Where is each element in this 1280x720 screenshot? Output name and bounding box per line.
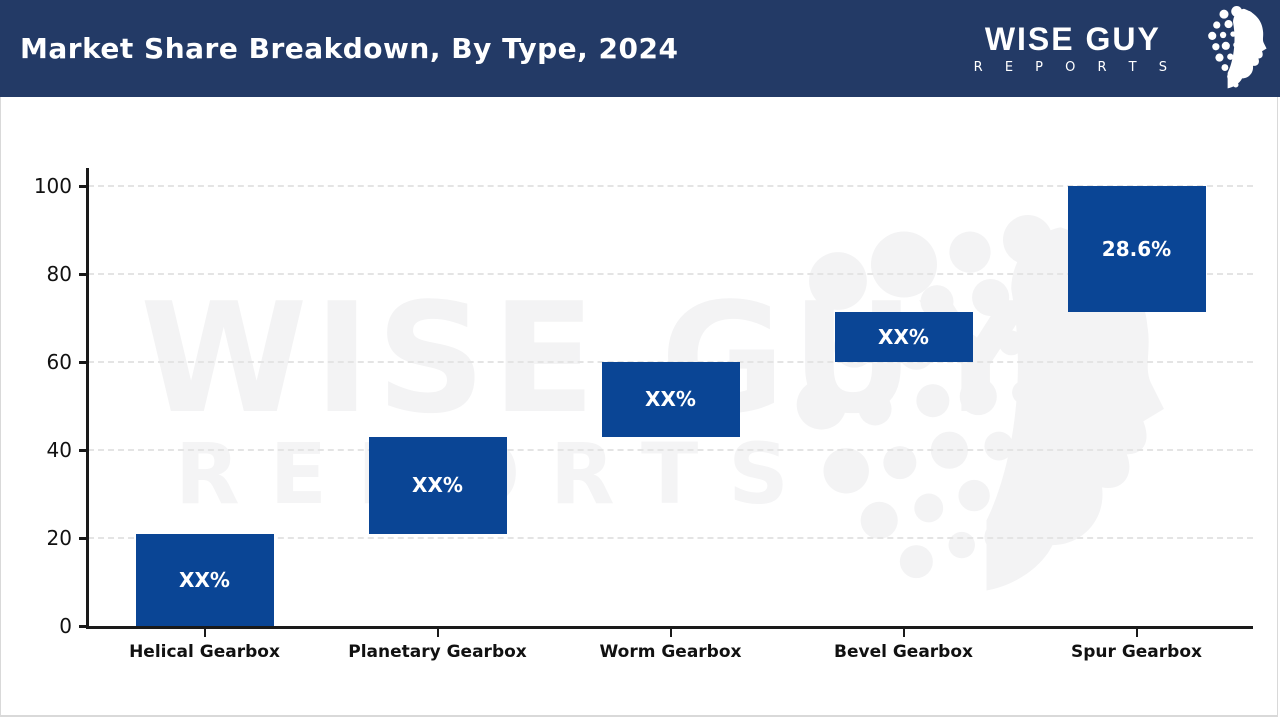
x-category-label: Bevel Gearbox: [834, 642, 973, 662]
gridline: [88, 185, 1253, 187]
bar-bevel-gearbox: XX%: [834, 311, 973, 362]
x-category-label: Planetary Gearbox: [348, 642, 527, 662]
y-tick-label: 0: [59, 614, 72, 638]
bar-value-label: XX%: [645, 387, 696, 412]
x-axis-tick: [436, 628, 439, 637]
brand-logo: WISE GUY R E P O R T S: [970, 5, 1270, 92]
bar-value-label: 28.6%: [1101, 236, 1172, 261]
gridline: [88, 449, 1253, 451]
header-bar: Market Share Breakdown, By Type, 2024 WI…: [0, 0, 1280, 97]
gridline: [88, 537, 1253, 539]
bar-value-label: XX%: [878, 324, 929, 349]
y-axis-tick: [79, 625, 88, 628]
y-tick-label: 100: [33, 174, 72, 198]
brand-subtitle: R E P O R T S: [973, 60, 1176, 75]
page-title: Market Share Breakdown, By Type, 2024: [20, 32, 679, 65]
y-tick-label: 20: [46, 526, 72, 550]
y-axis-tick: [79, 449, 88, 452]
brand-wordmark: WISE GUY R E P O R T S: [970, 23, 1176, 74]
x-axis-tick: [902, 628, 905, 637]
y-axis-tick: [79, 537, 88, 540]
y-tick-label: 40: [46, 438, 72, 462]
bar-planetary-gearbox: XX%: [368, 436, 507, 534]
y-tick-label: 60: [46, 350, 72, 374]
x-axis-tick: [669, 628, 672, 637]
x-category-label: Worm Gearbox: [599, 642, 742, 662]
brand-name: WISE GUY: [984, 21, 1161, 57]
bar-helical-gearbox: XX%: [135, 533, 274, 626]
y-axis-tick: [79, 185, 88, 188]
bar-worm-gearbox: XX%: [601, 362, 740, 437]
bar-value-label: XX%: [412, 473, 463, 498]
x-axis-tick: [1135, 628, 1138, 637]
y-axis-line: [86, 168, 89, 628]
x-category-label: Helical Gearbox: [129, 642, 280, 662]
x-axis-line: [86, 626, 1253, 629]
bar-spur-gearbox: 28.6%: [1067, 186, 1206, 312]
y-axis-tick: [79, 361, 88, 364]
gridline: [88, 273, 1253, 275]
x-category-label: Spur Gearbox: [1071, 642, 1202, 662]
bar-value-label: XX%: [179, 567, 230, 592]
dotted-face-profile-icon: [1208, 5, 1267, 88]
y-tick-label: 80: [46, 262, 72, 286]
x-axis-tick: [203, 628, 206, 637]
y-axis-tick: [79, 273, 88, 276]
